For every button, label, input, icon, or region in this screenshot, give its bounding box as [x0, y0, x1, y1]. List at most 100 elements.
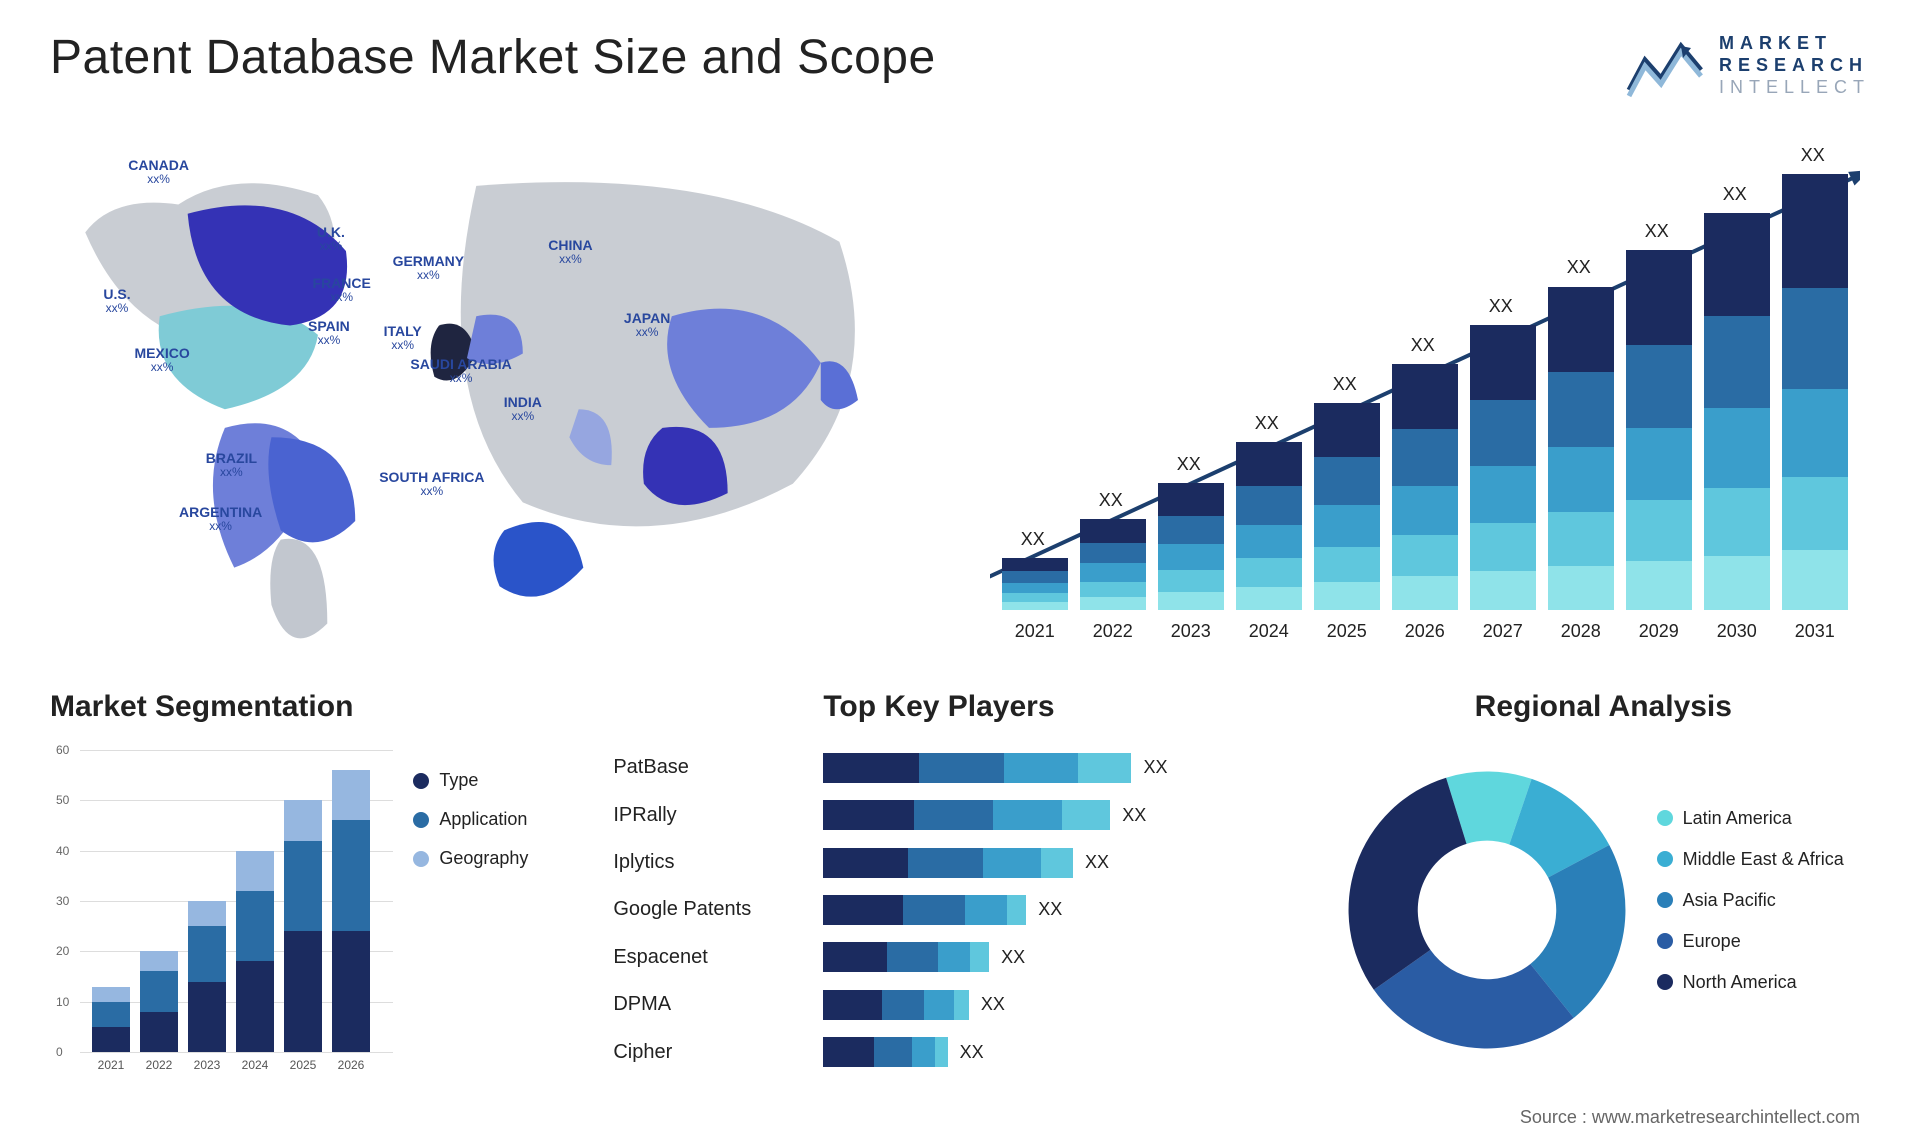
map-label: SPAINxx% — [308, 319, 350, 347]
logo-icon — [1625, 30, 1705, 100]
seg-ytick: 40 — [56, 844, 69, 858]
kp-row: XX — [823, 753, 1306, 783]
kp-name: Cipher — [613, 1041, 793, 1064]
map-label: JAPANxx% — [624, 311, 670, 339]
seg-ytick: 50 — [56, 793, 69, 807]
growth-bar — [1782, 174, 1848, 610]
seg-bar — [92, 987, 130, 1052]
map-label: GERMANYxx% — [393, 254, 465, 282]
seg-ytick: 60 — [56, 743, 69, 757]
map-svg — [50, 130, 940, 670]
growth-year-label: 2025 — [1317, 621, 1377, 642]
reg-legend-item: Latin America — [1657, 808, 1870, 829]
kp-name: Google Patents — [613, 898, 793, 921]
seg-ytick: 0 — [56, 1045, 63, 1059]
growth-bar — [1392, 364, 1458, 610]
brand-logo: MARKET RESEARCH INTELLECT — [1625, 30, 1870, 100]
seg-year-label: 2026 — [332, 1058, 370, 1072]
map-label: BRAZILxx% — [206, 451, 257, 479]
world-map: CANADAxx%U.S.xx%MEXICOxx%BRAZILxx%ARGENT… — [50, 130, 940, 670]
growth-bar — [1704, 213, 1770, 610]
seg-legend-item: Type — [413, 770, 583, 791]
kp-name: DPMA — [613, 993, 793, 1016]
segmentation-chart: 0 10 20 30 40 50 60 2021 2022 2023 2024 2025 2026 — [50, 740, 393, 1080]
growth-value-label: XX — [1177, 454, 1201, 475]
seg-bar — [188, 901, 226, 1052]
map-label: MEXICOxx% — [135, 346, 190, 374]
segmentation-title: Market Segmentation — [50, 690, 583, 724]
kp-row: XX — [823, 848, 1306, 878]
growth-year-label: 2021 — [1005, 621, 1065, 642]
key-players-panel: Top Key Players PatBaseIPRallyIplyticsGo… — [613, 690, 1306, 1080]
growth-value-label: XX — [1411, 335, 1435, 356]
growth-value-label: XX — [1255, 413, 1279, 434]
seg-year-label: 2024 — [236, 1058, 274, 1072]
kp-name: Espacenet — [613, 946, 793, 969]
seg-legend-item: Application — [413, 809, 583, 830]
map-label: SAUDI ARABIAxx% — [410, 357, 511, 385]
source-footer: Source : www.marketresearchintellect.com — [1520, 1107, 1860, 1128]
growth-bar — [1470, 325, 1536, 610]
kp-row: XX — [823, 942, 1306, 972]
growth-year-label: 2029 — [1629, 621, 1689, 642]
reg-legend-item: Europe — [1657, 931, 1870, 952]
seg-year-label: 2025 — [284, 1058, 322, 1072]
map-label: FRANCExx% — [312, 276, 370, 304]
growth-value-label: XX — [1801, 145, 1825, 166]
segmentation-legend: Type Application Geography — [413, 740, 583, 1080]
growth-year-label: 2026 — [1395, 621, 1455, 642]
regional-title: Regional Analysis — [1337, 690, 1870, 724]
regional-donut — [1337, 760, 1637, 1060]
seg-year-label: 2023 — [188, 1058, 226, 1072]
kp-row: XX — [823, 1037, 1306, 1067]
growth-year-label: 2023 — [1161, 621, 1221, 642]
kp-value: XX — [1143, 757, 1167, 778]
kp-value: XX — [960, 1042, 984, 1063]
seg-year-label: 2022 — [140, 1058, 178, 1072]
kp-row: XX — [823, 990, 1306, 1020]
key-players-bars: XX XX XX XX XX XX XX — [823, 740, 1306, 1080]
map-label: CHINAxx% — [548, 238, 592, 266]
map-label: INDIAxx% — [504, 395, 542, 423]
kp-value: XX — [1038, 899, 1062, 920]
growth-bar — [1002, 558, 1068, 610]
kp-value: XX — [981, 994, 1005, 1015]
growth-chart: 2021XX2022XX2023XX2024XX2025XX2026XX2027… — [980, 130, 1870, 670]
map-label: U.K.xx% — [317, 225, 345, 253]
growth-value-label: XX — [1021, 529, 1045, 550]
kp-value: XX — [1001, 947, 1025, 968]
kp-value: XX — [1122, 805, 1146, 826]
growth-bar — [1158, 483, 1224, 610]
growth-year-label: 2028 — [1551, 621, 1611, 642]
reg-legend-item: North America — [1657, 972, 1870, 993]
growth-bar — [1548, 287, 1614, 611]
growth-bar — [1314, 403, 1380, 610]
growth-year-label: 2030 — [1707, 621, 1767, 642]
kp-name: IPRally — [613, 804, 793, 827]
header: Patent Database Market Size and Scope MA… — [50, 30, 1870, 120]
growth-value-label: XX — [1723, 184, 1747, 205]
seg-ytick: 30 — [56, 894, 69, 908]
kp-row: XX — [823, 800, 1306, 830]
growth-year-label: 2027 — [1473, 621, 1533, 642]
segmentation-panel: Market Segmentation 0 10 20 30 40 50 60 2021 202… — [50, 690, 583, 1080]
donut-segment — [1348, 778, 1466, 990]
seg-bar — [236, 851, 274, 1052]
regional-panel: Regional Analysis Latin AmericaMiddle Ea… — [1337, 690, 1870, 1080]
seg-bar — [284, 800, 322, 1052]
growth-bar — [1080, 519, 1146, 610]
regional-legend: Latin AmericaMiddle East & AfricaAsia Pa… — [1657, 808, 1870, 1013]
map-label: U.S.xx% — [103, 287, 130, 315]
growth-bar — [1236, 442, 1302, 610]
kp-value: XX — [1085, 852, 1109, 873]
seg-ytick: 20 — [56, 944, 69, 958]
seg-ytick: 10 — [56, 995, 69, 1009]
key-players-title: Top Key Players — [613, 690, 1306, 724]
map-label: SOUTH AFRICAxx% — [379, 470, 484, 498]
seg-year-label: 2021 — [92, 1058, 130, 1072]
seg-legend-item: Geography — [413, 848, 583, 869]
kp-name: Iplytics — [613, 851, 793, 874]
growth-value-label: XX — [1645, 221, 1669, 242]
growth-value-label: XX — [1489, 296, 1513, 317]
page-title: Patent Database Market Size and Scope — [50, 30, 936, 85]
